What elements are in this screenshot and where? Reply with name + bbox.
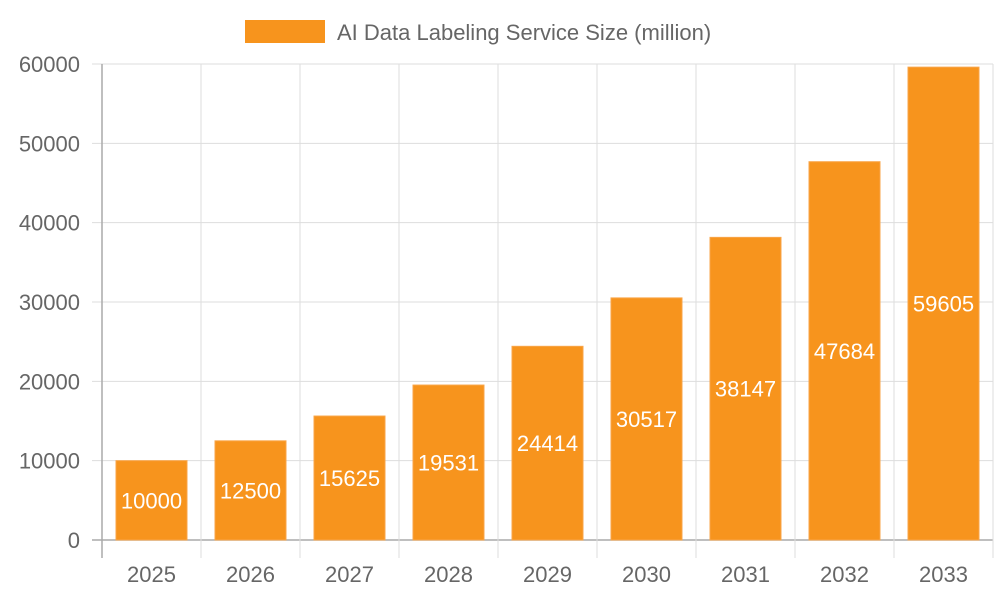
x-tick-label: 2029 (523, 562, 572, 587)
y-tick-label: 40000 (19, 211, 80, 236)
bar (511, 345, 584, 541)
legend[interactable]: AI Data Labeling Service Size (million) (245, 20, 711, 45)
bar (808, 161, 881, 541)
data-label: 24414 (517, 431, 578, 456)
bar (214, 440, 287, 541)
data-label: 12500 (220, 478, 281, 503)
data-label: 30517 (616, 407, 677, 432)
y-tick-label: 20000 (19, 369, 80, 394)
data-label: 47684 (814, 339, 875, 364)
y-tick-label: 30000 (19, 290, 80, 315)
data-label: 15625 (319, 466, 380, 491)
bar (709, 236, 782, 541)
y-tick-label: 10000 (19, 449, 80, 474)
legend-label: AI Data Labeling Service Size (million) (337, 20, 711, 45)
x-tick-label: 2031 (721, 562, 770, 587)
x-tick-label: 2025 (127, 562, 176, 587)
x-tick-label: 2033 (919, 562, 968, 587)
x-tick-label: 2026 (226, 562, 275, 587)
bar (115, 460, 188, 541)
bar (412, 384, 485, 541)
x-tick-label: 2027 (325, 562, 374, 587)
x-tick-label: 2028 (424, 562, 473, 587)
bar (610, 297, 683, 541)
y-tick-label: 0 (68, 528, 80, 553)
bar (313, 415, 386, 541)
legend-swatch (245, 20, 325, 43)
data-label: 19531 (418, 451, 479, 476)
x-tick-label: 2030 (622, 562, 671, 587)
y-tick-label: 50000 (19, 131, 80, 156)
bar (907, 66, 980, 541)
x-tick-label: 2032 (820, 562, 869, 587)
y-tick-label: 60000 (19, 52, 80, 77)
data-label: 38147 (715, 377, 776, 402)
data-label: 59605 (913, 292, 974, 317)
data-label: 10000 (121, 488, 182, 513)
